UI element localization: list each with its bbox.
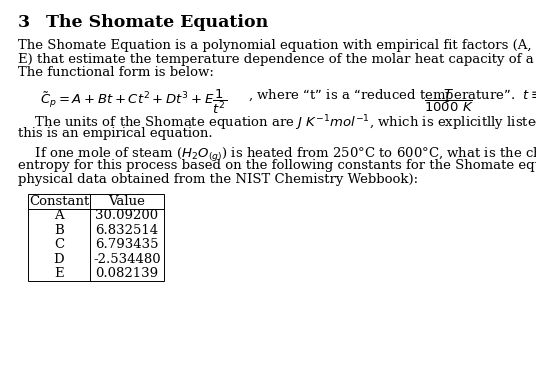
Text: physical data obtained from the NIST Chemistry Webbook):: physical data obtained from the NIST Che… (18, 172, 418, 186)
Text: B: B (54, 224, 64, 237)
Text: this is an empirical equation.: this is an empirical equation. (18, 127, 213, 140)
Text: E: E (54, 267, 64, 280)
Text: The functional form is below:: The functional form is below: (18, 66, 214, 79)
Text: The Shomate Equation: The Shomate Equation (46, 14, 268, 31)
Text: The units of the Shomate equation are $J\ K^{-1}mol^{-1}$, which is explicitlly : The units of the Shomate equation are $J… (18, 114, 536, 133)
Text: If one mole of steam ($H_2O_{(g)}$) is heated from 250°C to 600°C, what is the c: If one mole of steam ($H_2O_{(g)}$) is h… (18, 145, 536, 163)
Text: 0.082139: 0.082139 (95, 267, 159, 280)
Bar (28, 194, 164, 281)
Text: Value: Value (109, 195, 145, 208)
Text: , where “t” is a “reduced temperature”.  $t \equiv$: , where “t” is a “reduced temperature”. … (248, 87, 536, 104)
Text: 6.832514: 6.832514 (95, 224, 159, 237)
Text: E) that estimate the temperature dependence of the molar heat capacity of a subs: E) that estimate the temperature depende… (18, 52, 536, 66)
Text: A: A (54, 209, 64, 222)
Text: Constant: Constant (29, 195, 89, 208)
Text: 6.793435: 6.793435 (95, 238, 159, 251)
Text: 3: 3 (18, 14, 30, 31)
Text: entropy for this process based on the following constants for the Shomate equati: entropy for this process based on the fo… (18, 159, 536, 172)
Text: $\dfrac{T}{1000\ K}$: $\dfrac{T}{1000\ K}$ (424, 87, 474, 114)
Text: -2.534480: -2.534480 (93, 253, 161, 266)
Text: 30.09200: 30.09200 (95, 209, 159, 222)
Text: D: D (54, 253, 64, 266)
Text: The Shomate Equation is a polynomial equation with empirical fit factors (A, B, : The Shomate Equation is a polynomial equ… (18, 39, 536, 52)
Text: C: C (54, 238, 64, 251)
Text: $\tilde{C}_p = A + Bt + Ct^2 + Dt^3 + E\dfrac{1}{t^2}$: $\tilde{C}_p = A + Bt + Ct^2 + Dt^3 + E\… (40, 87, 227, 116)
